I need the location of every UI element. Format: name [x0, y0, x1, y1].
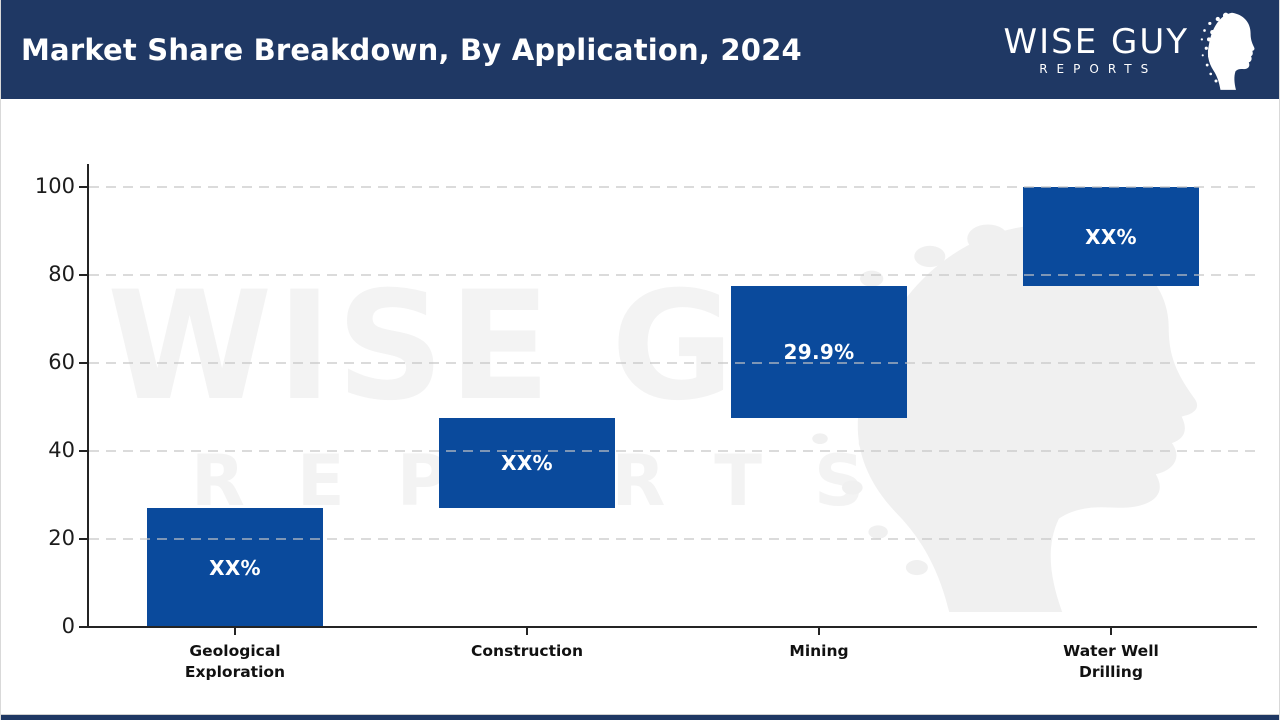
y-axis-tick-label: 0	[61, 614, 75, 638]
y-axis-tick	[79, 626, 87, 628]
x-axis-tick	[234, 628, 236, 635]
x-axis-category-label-geological-exploration: Geological Exploration	[184, 642, 286, 681]
bar-mining: 29.9%	[731, 286, 907, 418]
brand-subtitle: REPORTS	[1039, 61, 1158, 76]
x-axis-tick	[1110, 628, 1112, 635]
header-bar: Market Share Breakdown, By Application, …	[1, 0, 1279, 99]
x-axis-line	[87, 626, 1257, 628]
y-axis-line	[87, 164, 89, 628]
x-axis-category-label-construction: Construction	[471, 642, 583, 660]
y-axis-tick	[79, 186, 87, 188]
y-axis-tick-label: 80	[48, 262, 75, 286]
y-axis-tick-label: 20	[48, 526, 75, 550]
y-axis-tick-label: 100	[34, 174, 75, 198]
y-axis-tick	[79, 450, 87, 452]
bar-geological-exploration: XX%	[147, 508, 323, 627]
bar-value-label: 29.9%	[783, 340, 855, 365]
bar-value-label: XX%	[1085, 224, 1137, 249]
gridline-60	[89, 362, 1257, 364]
bar-value-label: XX%	[501, 451, 553, 476]
y-axis-tick-label: 60	[48, 350, 75, 374]
y-axis-tick	[79, 362, 87, 364]
bar-value-label: XX%	[209, 555, 261, 580]
bar-water-well-drilling: XX%	[1023, 187, 1199, 287]
footer-bar	[1, 714, 1279, 720]
bar-construction: XX%	[439, 418, 615, 509]
gridline-80	[89, 274, 1257, 276]
brand-name: WISE GUY	[1003, 21, 1189, 62]
brand-head-icon	[1200, 12, 1255, 90]
x-axis-tick	[818, 628, 820, 635]
gridline-20	[89, 538, 1257, 540]
brand-logo-text: WISE GUY REPORTS	[1003, 25, 1189, 75]
x-axis-category-label-mining: Mining	[789, 642, 849, 660]
gridline-100	[89, 186, 1257, 188]
y-axis-tick	[79, 274, 87, 276]
brand-logo: WISE GUY REPORTS	[1003, 8, 1255, 92]
y-axis-tick-label: 40	[48, 438, 75, 462]
gridline-40	[89, 450, 1257, 452]
page-title: Market Share Breakdown, By Application, …	[21, 32, 802, 67]
x-axis-tick	[526, 628, 528, 635]
x-axis-category-label-water-well-drilling: Water Well Drilling	[1063, 642, 1159, 681]
y-axis-tick	[79, 538, 87, 540]
